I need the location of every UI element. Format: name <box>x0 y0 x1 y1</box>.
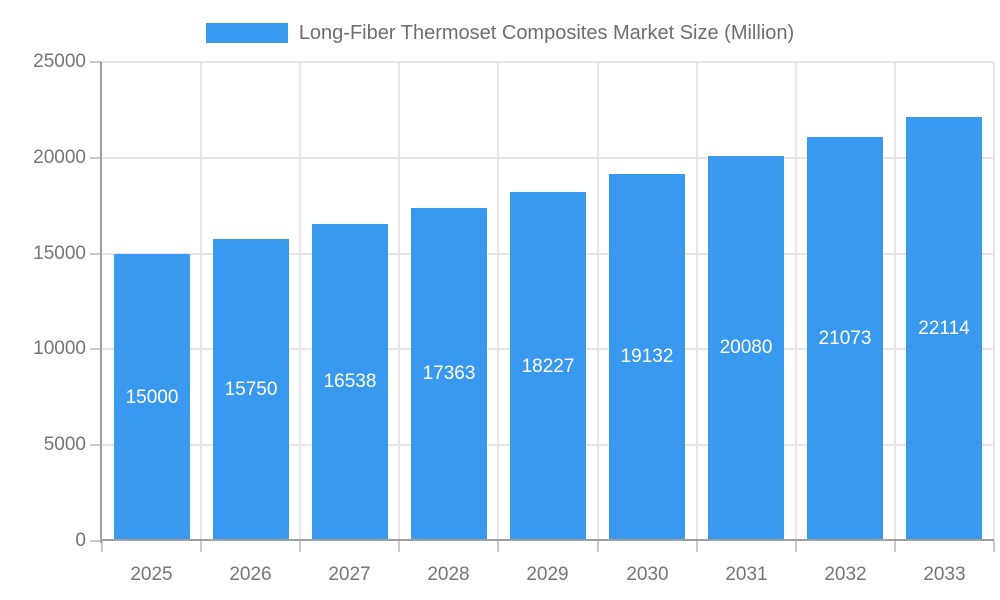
bar-value-label: 21073 <box>818 328 872 349</box>
bar[interactable]: 15000 <box>114 254 190 539</box>
bar[interactable]: 16538 <box>312 224 388 539</box>
bar[interactable]: 20080 <box>708 156 784 539</box>
y-tick-mark <box>90 156 102 159</box>
x-gridline <box>596 62 599 541</box>
x-gridline <box>993 62 995 541</box>
x-tick-mark <box>596 541 599 552</box>
x-gridline <box>398 62 401 541</box>
legend-label: Long-Fiber Thermoset Composites Market S… <box>298 22 795 44</box>
x-axis-label: 2026 <box>229 564 272 585</box>
x-tick-mark <box>299 541 302 552</box>
y-tick-mark <box>90 61 102 63</box>
x-axis-label: 2032 <box>824 564 867 585</box>
x-axis-label: 2033 <box>923 564 966 585</box>
y-tick-mark <box>90 252 102 255</box>
x-gridline <box>695 62 698 541</box>
y-axis-label: 5000 <box>43 434 86 456</box>
x-gridline <box>794 62 797 541</box>
bar[interactable]: 17363 <box>411 208 487 539</box>
x-tick-mark <box>893 541 896 552</box>
legend: Long-Fiber Thermoset Composites Market S… <box>0 21 1000 45</box>
y-axis-label: 20000 <box>33 146 86 168</box>
x-tick-mark <box>497 541 500 552</box>
y-axis-line <box>100 62 102 543</box>
x-tick-mark <box>993 541 995 552</box>
y-axis-label: 0 <box>75 530 86 551</box>
y-axis-label: 25000 <box>33 51 86 72</box>
x-axis-label: 2027 <box>328 564 371 585</box>
bar[interactable]: 22114 <box>906 117 982 539</box>
x-tick-mark <box>398 541 401 552</box>
y-tick-mark <box>90 444 102 447</box>
y-gridline <box>102 61 994 63</box>
x-gridline <box>893 62 896 541</box>
bar-value-label: 19132 <box>620 346 674 367</box>
bar-value-label: 18227 <box>521 356 575 377</box>
bar-value-label: 15750 <box>224 379 278 400</box>
x-axis-line <box>100 539 994 541</box>
x-axis-label: 2025 <box>130 564 173 585</box>
legend-swatch <box>205 23 288 43</box>
x-axis-label: 2031 <box>725 564 768 585</box>
x-axis-label: 2028 <box>427 564 470 585</box>
y-tick-mark <box>90 540 102 542</box>
legend-item[interactable]: Long-Fiber Thermoset Composites Market S… <box>205 21 795 45</box>
x-gridline <box>299 62 302 541</box>
x-axis-label: 2029 <box>526 564 569 585</box>
bar-value-label: 20080 <box>719 337 773 358</box>
bar-value-label: 22114 <box>918 318 970 339</box>
bar[interactable]: 15750 <box>213 239 289 539</box>
bar-value-label: 15000 <box>125 387 179 408</box>
x-gridline <box>200 62 203 541</box>
bar-value-label: 16538 <box>323 371 377 392</box>
x-tick-mark <box>794 541 797 552</box>
bar[interactable]: 21073 <box>807 137 883 539</box>
x-axis-label: 2030 <box>626 564 669 585</box>
x-tick-mark <box>200 541 203 552</box>
bar[interactable]: 19132 <box>609 174 685 539</box>
x-tick-mark <box>695 541 698 552</box>
y-axis-label: 10000 <box>33 338 86 360</box>
x-gridline <box>497 62 500 541</box>
bar[interactable]: 18227 <box>510 192 586 539</box>
y-gridline <box>102 156 994 159</box>
y-axis-label: 15000 <box>33 242 86 264</box>
bar-value-label: 17363 <box>422 363 476 384</box>
x-tick-mark <box>101 541 103 552</box>
y-tick-mark <box>90 348 102 351</box>
